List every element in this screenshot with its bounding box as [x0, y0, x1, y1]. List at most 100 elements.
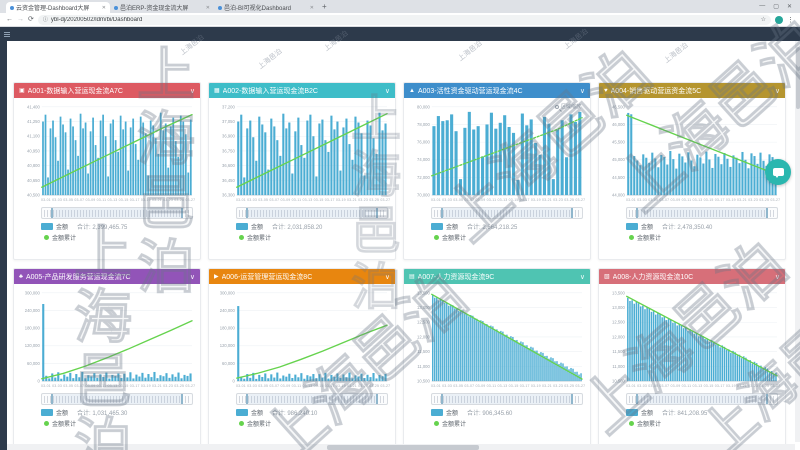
legend-bar-label[interactable]: 金额: [641, 411, 654, 417]
legend-line-label[interactable]: 金额累计: [637, 236, 662, 242]
legend-line-marker[interactable]: [434, 235, 439, 240]
panel-header[interactable]: ▦ A002-数据输入营运现金流B2C ∨: [209, 83, 395, 98]
datazoom-handle[interactable]: [441, 394, 573, 404]
browser-tab-3[interactable]: 邑泊-BI可视化Dashboard ✕: [214, 2, 318, 13]
legend-bar-label[interactable]: 金额: [446, 225, 459, 231]
panel-header[interactable]: ♥ A004-销售驱动营运资金流5C ∨: [599, 83, 785, 98]
menu-hamburger-icon[interactable]: [4, 31, 10, 37]
window-minimize-button[interactable]: —: [759, 3, 766, 9]
datazoom-handle[interactable]: [246, 208, 378, 218]
tab-close-icon[interactable]: ✕: [309, 4, 314, 11]
legend-line-label[interactable]: 金额累计: [442, 236, 467, 242]
legend-total-value: 合计: 1,031,465.30: [77, 411, 128, 417]
legend-bar-swatch[interactable]: [41, 223, 53, 230]
datazoom-handle[interactable]: [51, 394, 183, 404]
legend-line-label[interactable]: 金额累计: [637, 422, 662, 428]
legend-bar-label[interactable]: 金额: [56, 225, 69, 231]
profile-avatar[interactable]: [775, 15, 783, 24]
datazoom-slider[interactable]: [236, 393, 388, 405]
datazoom-slider[interactable]: [431, 207, 583, 219]
legend-line-label[interactable]: 金额累计: [247, 236, 272, 242]
chevron-down-icon[interactable]: ∨: [189, 273, 195, 281]
legend-line-marker[interactable]: [629, 421, 634, 426]
legend-line-label[interactable]: 金额累计: [52, 236, 77, 242]
datazoom-slider[interactable]: [626, 393, 778, 405]
panel-header[interactable]: ♣ A005-产品研发服务营运现金流7C ∨: [14, 269, 200, 284]
legend-bar-label[interactable]: 金额: [56, 411, 69, 417]
legend-bar-label[interactable]: 金额: [446, 411, 459, 417]
legend-line-marker[interactable]: [44, 235, 49, 240]
datazoom-handle[interactable]: [441, 208, 573, 218]
legend-bar-label[interactable]: 金额: [251, 411, 264, 417]
chevron-down-icon[interactable]: ∨: [579, 273, 585, 281]
legend-total-value: 合计: 906,345.60: [467, 411, 513, 417]
legend-bar-swatch[interactable]: [236, 409, 248, 416]
panel-header[interactable]: ▶ A006-运营管理营运现金流8C ∨: [209, 269, 395, 284]
chevron-down-icon[interactable]: ∨: [189, 87, 195, 95]
svg-text:60,000: 60,000: [222, 361, 235, 366]
zoom-magnifier-icon[interactable]: [554, 104, 559, 109]
app-top-bar: [0, 27, 800, 41]
datazoom-slider[interactable]: [41, 393, 193, 405]
browser-menu-icon[interactable]: ⋮: [787, 16, 794, 24]
legend-bar-swatch[interactable]: [626, 223, 638, 230]
new-tab-button[interactable]: +: [322, 2, 327, 11]
window-close-button[interactable]: ✕: [786, 4, 792, 10]
datazoom-handle[interactable]: [51, 208, 183, 218]
legend-bar-swatch[interactable]: [431, 223, 443, 230]
legend-bar-swatch[interactable]: [431, 409, 443, 416]
floating-help-button[interactable]: [765, 159, 791, 185]
svg-text:36,300: 36,300: [222, 193, 235, 198]
chevron-down-icon[interactable]: ∨: [384, 273, 390, 281]
legend-line-marker[interactable]: [629, 235, 634, 240]
datazoom-handle[interactable]: [246, 394, 378, 404]
chevron-down-icon[interactable]: ∨: [774, 273, 780, 281]
panel-header[interactable]: ▲ A003-活性资金驱动营运现金流4C ∨: [404, 83, 590, 98]
chart-toolbox[interactable]: 区域缩放: [554, 103, 581, 110]
tab-close-icon[interactable]: ✕: [101, 4, 106, 11]
legend-bar-swatch[interactable]: [41, 409, 53, 416]
panel-header[interactable]: ▧ A008-人力资源现金流10C ∨: [599, 269, 785, 284]
legend-bar-swatch[interactable]: [626, 409, 638, 416]
legend-bar-label[interactable]: 金额: [641, 225, 654, 231]
legend-bar-label[interactable]: 金额: [251, 225, 264, 231]
refresh-button[interactable]: ⟳: [28, 16, 34, 23]
panel-header[interactable]: ▤ A007-人力资源现金流9C ∨: [404, 269, 590, 284]
datazoom-slider[interactable]: [236, 207, 388, 219]
chevron-down-icon[interactable]: ∨: [384, 87, 390, 95]
datazoom-handle[interactable]: [636, 394, 768, 404]
bookmark-star-icon[interactable]: ☆: [760, 17, 766, 23]
datazoom-handle[interactable]: [636, 208, 768, 218]
datazoom-slider[interactable]: [626, 207, 778, 219]
bar-line-chart: 46,500 46,000 45,500 45,000 44,500 44,000: [604, 101, 780, 198]
legend-line-marker[interactable]: [434, 421, 439, 426]
collapsed-sidebar[interactable]: [0, 41, 7, 450]
legend-line-marker[interactable]: [44, 421, 49, 426]
toolbox-label: 区域缩放: [560, 104, 581, 110]
horizontal-scrollbar[interactable]: [7, 444, 795, 450]
browser-tab-1[interactable]: 云资金管理-Dashboard大屏 ✕: [6, 2, 110, 13]
legend-line-marker[interactable]: [239, 235, 244, 240]
browser-tab-2[interactable]: 邑泊ERP-资金现金流大屏 ✕: [110, 2, 214, 13]
back-button[interactable]: ←: [6, 16, 13, 23]
panel-header[interactable]: ▣ A001-数据输入营运现金流A7C ∨: [14, 83, 200, 98]
url-input[interactable]: ⓘ ybl-dj/20200502/ldm/bi/Dashboard ☆: [37, 14, 771, 25]
datazoom-slider[interactable]: [41, 207, 193, 219]
chart-legend: 金额 合计: 1,031,465.30 金额累计: [19, 408, 195, 428]
forward-button[interactable]: →: [17, 16, 24, 23]
chevron-down-icon[interactable]: ∨: [774, 87, 780, 95]
bar-line-chart: 37,200 37,050 36,900 36,750 36,600 36,450 36,3…: [214, 101, 390, 198]
svg-text:13,500: 13,500: [612, 290, 625, 295]
legend-line-label[interactable]: 金额累计: [442, 422, 467, 428]
site-info-icon[interactable]: ⓘ: [42, 17, 48, 23]
legend-line-marker[interactable]: [239, 421, 244, 426]
chart-legend: 金额 合计: 2,399,465.75 金额累计: [19, 222, 195, 242]
window-maximize-button[interactable]: ▢: [773, 4, 779, 10]
vertical-scrollbar[interactable]: [795, 41, 800, 442]
legend-bar-swatch[interactable]: [236, 223, 248, 230]
legend-line-label[interactable]: 金额累计: [247, 422, 272, 428]
chevron-down-icon[interactable]: ∨: [579, 87, 585, 95]
tab-close-icon[interactable]: ✕: [205, 4, 210, 11]
legend-line-label[interactable]: 金额累计: [52, 422, 77, 428]
datazoom-slider[interactable]: [431, 393, 583, 405]
